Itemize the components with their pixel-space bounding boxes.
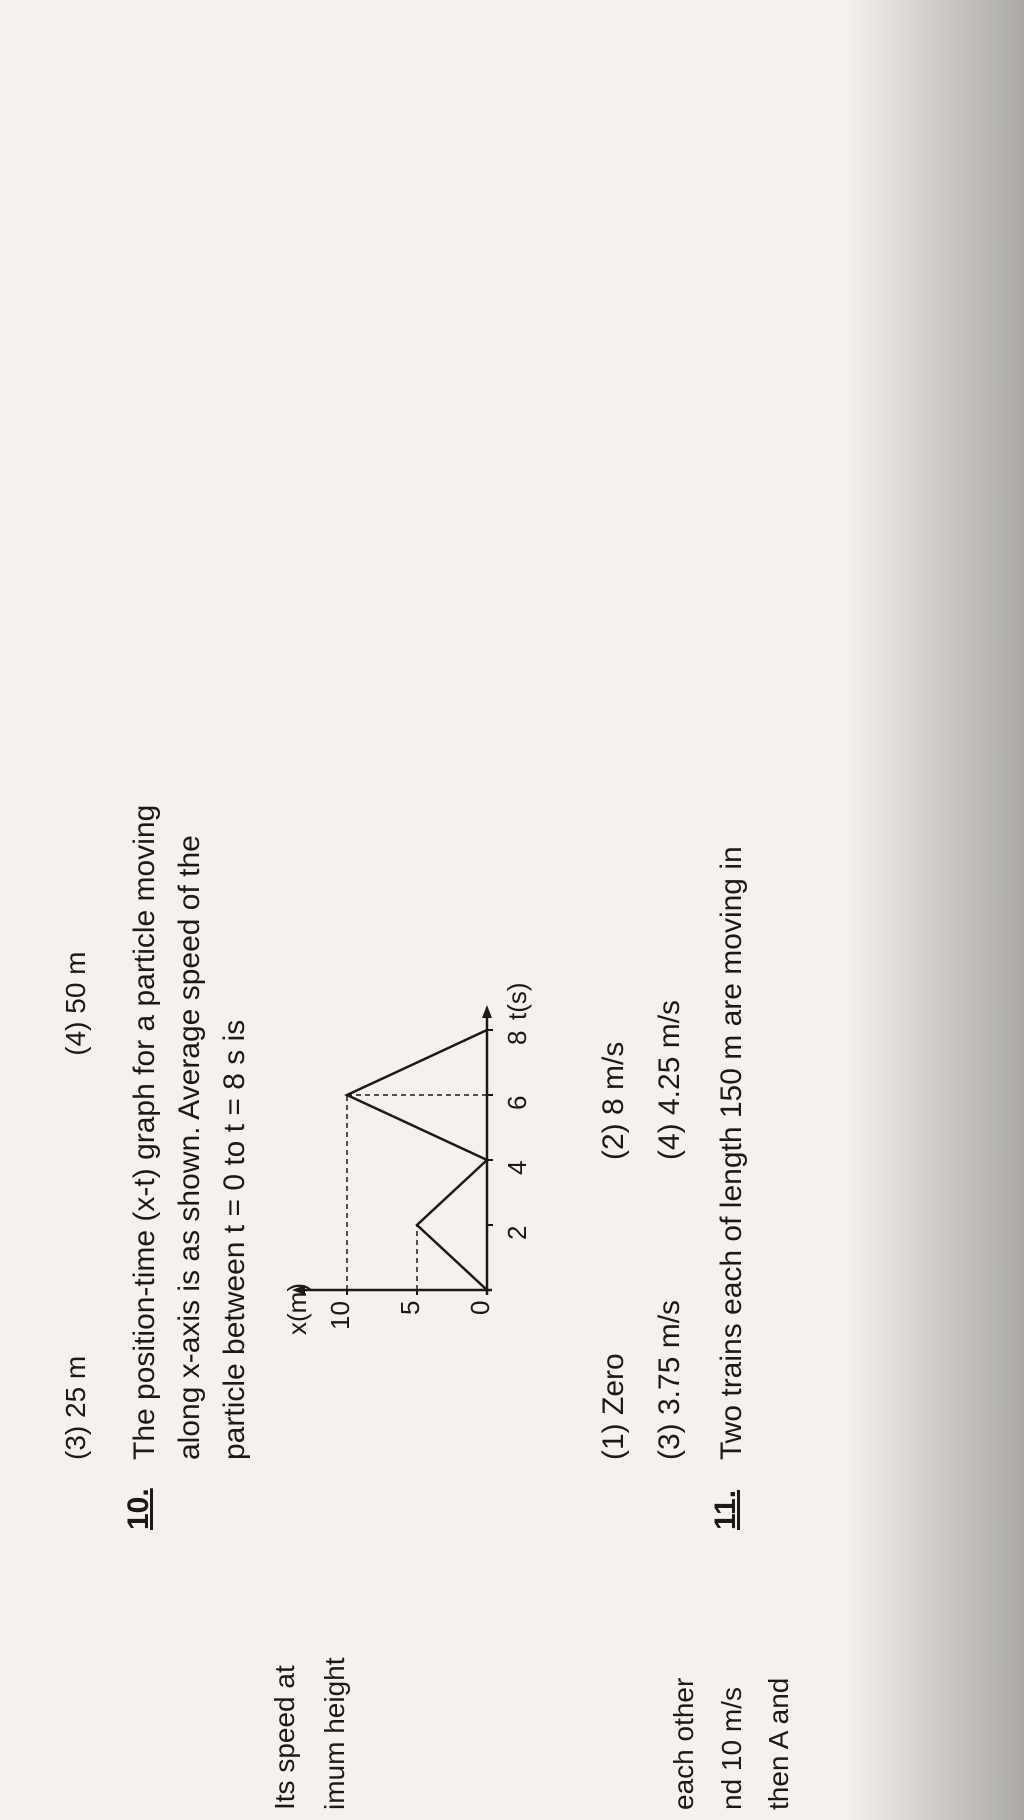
side-text-fragment-2: each other nd 10 m/s then A and [660,1560,803,1810]
q10-option-3: (3) 3.75 m/s [653,1220,687,1460]
previous-question-options: (3) 25 m (4) 50 m [60,80,92,1460]
question-number-11: 11. [709,1460,743,1530]
q10-options-row1: (1) Zero (2) 8 m/s [597,80,631,1460]
graph-svg [287,980,547,1360]
q10-option-2: (2) 8 m/s [597,920,631,1160]
q10-option-1: (1) Zero [597,1220,631,1460]
question-11-text: Two trains each of length 150 m are movi… [709,846,754,1460]
page-edge-shadow [844,0,1024,1820]
prev-option-3: (3) 25 m [60,1356,92,1460]
q10-option-4: (4) 4.25 m/s [653,920,687,1160]
prev-option-4: (4) 50 m [60,952,92,1056]
question-number-10: 10. [122,1460,156,1530]
position-time-graph: x(m) 10 5 0 2 4 6 8 t(s) [287,980,567,1360]
side-text-fragment-1: Its speed at imum height [260,1570,361,1810]
question-11: 11. Two trains each of length 150 m are … [709,80,754,1740]
question-10-text: The position-time (x-t) graph for a part… [122,80,257,1460]
q10-options-row2: (3) 3.75 m/s (4) 4.25 m/s [653,80,687,1460]
question-10: 10. The position-time (x-t) graph for a … [122,80,257,1740]
